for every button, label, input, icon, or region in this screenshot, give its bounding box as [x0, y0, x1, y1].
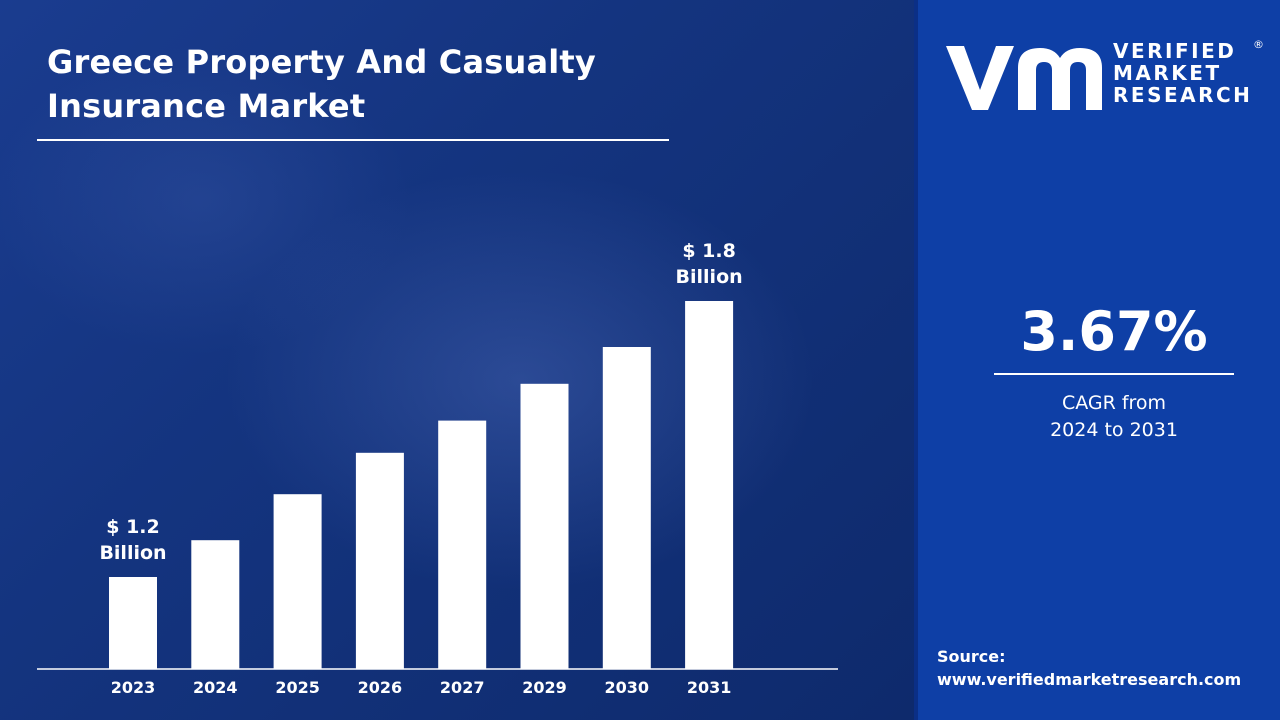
x-tick-label-2027: 2027 — [440, 678, 485, 697]
cagr-label-line-1: CAGR from — [1061, 392, 1167, 414]
bar-2025 — [273, 494, 322, 669]
data-label-2031-line-1: $ 1.8 — [682, 240, 736, 262]
x-tick-label-2025: 2025 — [275, 678, 320, 697]
data-label-2031-line-2: Billion — [676, 266, 743, 288]
data-label-2023-line-1: $ 1.2 — [106, 516, 160, 538]
data-label-2023-line-2: Billion — [99, 542, 166, 564]
bar-2026 — [355, 452, 404, 669]
bar-2031 — [685, 301, 734, 669]
x-tick-label-2029: 2029 — [522, 678, 567, 697]
bars-group — [109, 301, 734, 669]
source-label: Source: — [937, 647, 1006, 666]
cagr-value: 3.67% — [1020, 300, 1208, 363]
title-line-1: Greece Property And Casualty — [47, 43, 596, 81]
bar-chart: 2023 2024 2025 2026 2027 2029 2030 2031 $ 1.2 Bi… — [37, 240, 838, 697]
bar-annotations: $ 1.2 Billion $ 1.8 Billion — [99, 240, 742, 564]
x-tick-label-2030: 2030 — [605, 678, 650, 697]
bar-2023 — [109, 577, 157, 669]
brand-line-3: RESEARCH — [1113, 83, 1253, 107]
brand-name: VERIFIED MARKET RESEARCH — [1113, 40, 1252, 106]
bar-2027 — [438, 420, 487, 669]
x-tick-label-2026: 2026 — [358, 678, 403, 697]
registered-mark: ® — [1253, 38, 1264, 51]
source-block: Source: www.verifiedmarketresearch.com — [937, 645, 1277, 691]
source-link[interactable]: www.verifiedmarketresearch.com — [937, 670, 1242, 689]
title-underline — [37, 139, 669, 141]
x-tick-label-2023: 2023 — [111, 678, 156, 697]
x-tick-labels: 2023 2024 2025 2026 2027 2029 2030 2031 — [111, 678, 732, 697]
vmr-logo-icon — [946, 46, 1102, 110]
info-panel — [918, 0, 1280, 720]
bar-2030 — [602, 347, 651, 669]
brand-line-1: VERIFIED — [1113, 39, 1237, 63]
brand-line-2: MARKET — [1113, 61, 1222, 85]
page-title: Greece Property And Casualty Insurance M… — [47, 40, 687, 128]
cagr-divider — [994, 373, 1234, 375]
bar-2024 — [191, 540, 240, 669]
cagr-label-line-2: 2024 to 2031 — [1050, 419, 1178, 441]
title-line-2: Insurance Market — [47, 87, 366, 125]
cagr-label: CAGR from 2024 to 2031 — [994, 390, 1234, 444]
bar-2029 — [520, 383, 569, 669]
x-tick-label-2024: 2024 — [193, 678, 238, 697]
panel-divider — [914, 0, 918, 720]
x-tick-label-2031: 2031 — [687, 678, 732, 697]
